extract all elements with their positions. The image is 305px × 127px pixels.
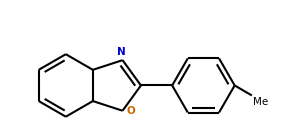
Text: Me: Me — [253, 97, 268, 107]
Text: O: O — [127, 106, 136, 116]
Text: N: N — [117, 47, 126, 57]
